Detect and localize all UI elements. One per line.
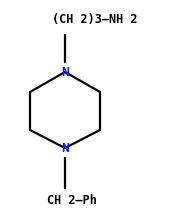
Text: N: N bbox=[61, 142, 69, 155]
Text: N: N bbox=[61, 66, 69, 78]
Text: CH 2—Ph: CH 2—Ph bbox=[47, 194, 97, 206]
Text: (CH 2)3—NH 2: (CH 2)3—NH 2 bbox=[52, 14, 138, 27]
